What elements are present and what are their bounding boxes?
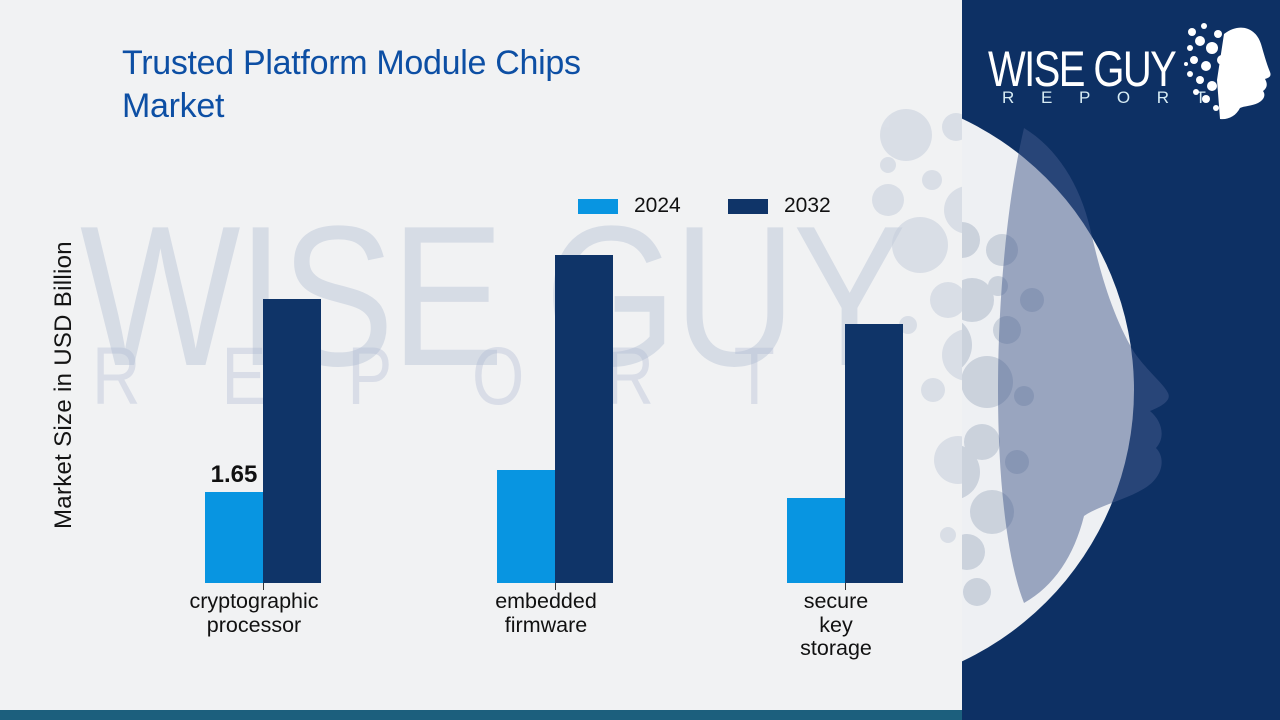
bar-2032-secure-key-storage — [845, 324, 903, 583]
category-label-secure-key-storage: secure key storage — [800, 589, 872, 660]
category-label-embedded-firmware: embedded firmware — [495, 589, 597, 637]
chart-title-line1: Trusted Platform Module Chips — [122, 44, 581, 82]
legend-item-2032: 2032 — [728, 194, 831, 218]
bar-2032-cryptographic-processor — [263, 299, 321, 583]
bar-2032-embedded-firmware — [555, 255, 613, 583]
bar-2024-cryptographic-processor — [205, 492, 263, 583]
logo-subtext: R E P O R T S — [1002, 88, 1255, 107]
brand-panel: WISE GUY R E P O R T S — [962, 0, 1280, 720]
bar-2024-secure-key-storage — [787, 498, 845, 583]
brand-panel-artwork — [962, 118, 1169, 662]
bar-2024-embedded-firmware — [497, 470, 555, 583]
x-axis-tick — [845, 583, 846, 590]
face-silhouette — [998, 128, 1169, 603]
legend-item-2024: 2024 — [578, 194, 681, 218]
y-axis-label: Market Size in USD Billion — [50, 241, 77, 529]
x-axis-tick — [263, 583, 264, 590]
background-watermark-reports: R E P O R T S — [92, 331, 931, 422]
chart-title-line2: Market — [122, 87, 225, 125]
legend-label-2032: 2032 — [784, 194, 831, 217]
category-label-cryptographic-processor: cryptographic processor — [189, 589, 319, 637]
x-axis-tick — [555, 583, 556, 590]
legend-label-2024: 2024 — [634, 194, 681, 217]
legend-swatch-2024 — [578, 198, 618, 214]
background-watermark-wordmark: WISE GUY — [80, 185, 906, 408]
logo-wordmark: WISE GUY — [988, 41, 1177, 97]
bottom-accent-strip — [0, 710, 962, 720]
legend-swatch-2032 — [728, 198, 768, 214]
bar-value-label: 1.65 — [210, 461, 258, 488]
logo-head-icon — [1184, 23, 1271, 120]
chart-title: Trusted Platform Module Chips Market — [122, 42, 581, 128]
